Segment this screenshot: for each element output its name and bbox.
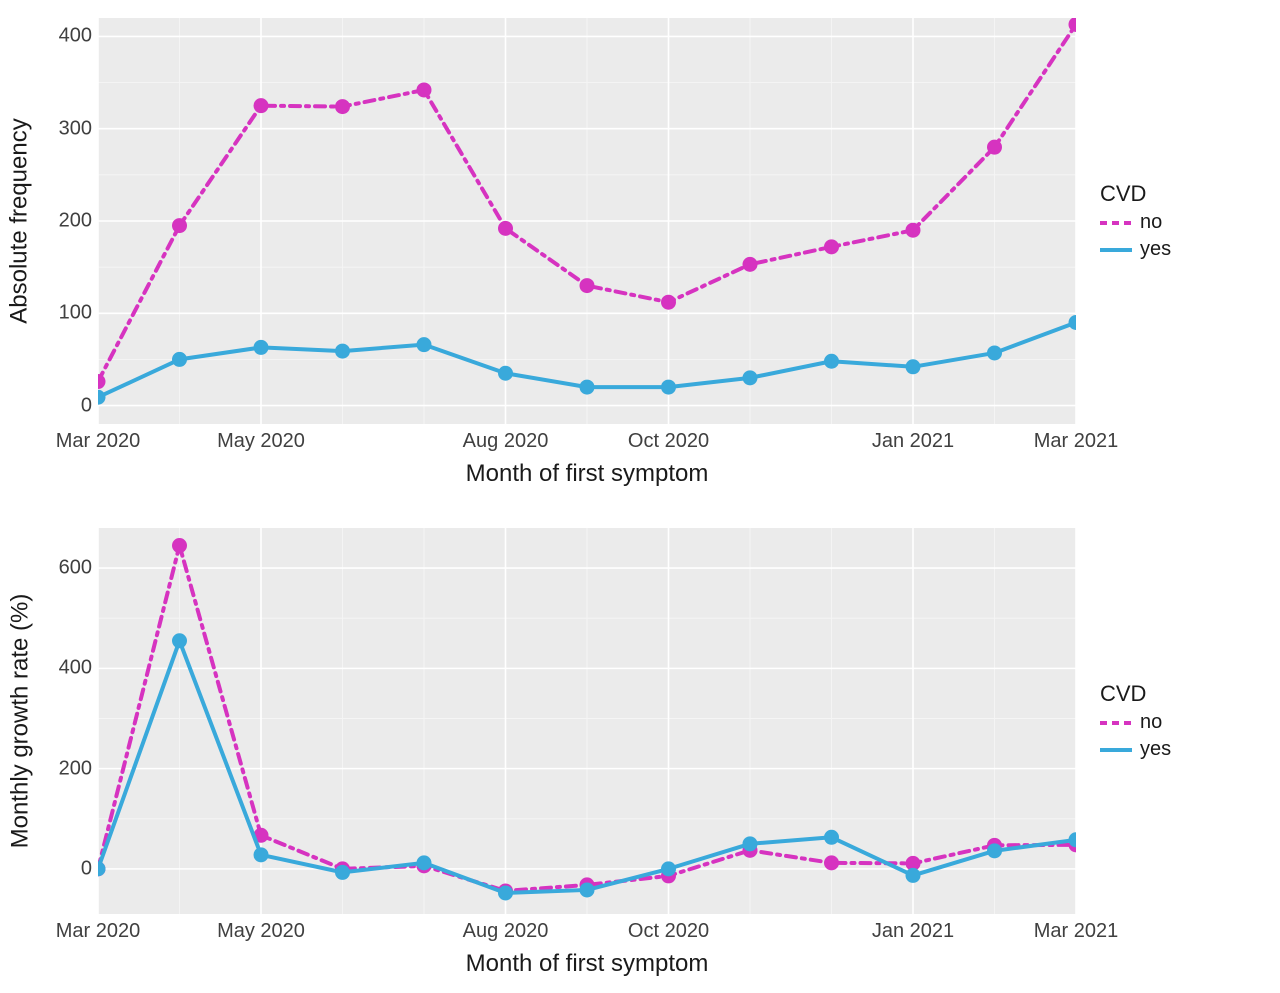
y-tick-label: 0 [81, 394, 92, 417]
figure: Absolute frequency0100200300400CVDnoyesM… [0, 0, 1280, 993]
y-tick-label: 400 [59, 657, 92, 680]
series-marker-yes [824, 830, 839, 845]
series-marker-no [987, 140, 1002, 155]
series-marker-no [254, 98, 269, 113]
plot-panel-bottom [98, 528, 1076, 914]
series-marker-yes [335, 344, 350, 359]
series-marker-yes [417, 337, 432, 352]
legend: CVD no yes [1100, 681, 1260, 761]
legend-swatch-yes [1100, 239, 1132, 261]
legend-item-no: no [1100, 211, 1260, 234]
legend-label: no [1140, 711, 1162, 734]
y-tick-label: 600 [59, 557, 92, 580]
x-tick-label: May 2020 [217, 920, 305, 943]
x-tick-label: Oct 2020 [628, 430, 709, 453]
series-marker-yes [987, 843, 1002, 858]
y-tick-label: 200 [59, 757, 92, 780]
x-tick-label: Jan 2021 [872, 920, 954, 943]
legend-swatch-no [1100, 712, 1132, 734]
x-axis-label: Month of first symptom [98, 460, 1076, 488]
series-marker-yes [417, 855, 432, 870]
y-axis-label: Absolute frequency [6, 118, 34, 323]
legend: CVD no yes [1100, 181, 1260, 261]
y-axis-label: Monthly growth rate (%) [6, 594, 34, 849]
y-tick-labels: 0 100 200 300 400 [40, 18, 98, 424]
series-marker-yes [580, 882, 595, 897]
series-marker-no [417, 82, 432, 97]
series-marker-yes [254, 340, 269, 355]
x-tick-label: Aug 2020 [463, 430, 549, 453]
x-tick-label: Jan 2021 [872, 430, 954, 453]
series-marker-no [1069, 18, 1077, 32]
series-marker-no [661, 295, 676, 310]
series-marker-yes [743, 836, 758, 851]
series-marker-no [335, 99, 350, 114]
legend-swatch-yes [1100, 739, 1132, 761]
legend-title: CVD [1100, 681, 1260, 707]
series-marker-no [172, 218, 187, 233]
legend-item-no: no [1100, 711, 1260, 734]
x-tick-label: Mar 2020 [56, 430, 141, 453]
series-marker-yes [172, 352, 187, 367]
legend-label: yes [1140, 238, 1171, 261]
series-marker-yes [98, 390, 106, 405]
legend-item-yes: yes [1100, 238, 1260, 261]
y-tick-label: 300 [59, 117, 92, 140]
legend-label: yes [1140, 738, 1171, 761]
series-marker-yes [987, 345, 1002, 360]
x-tick-label: Mar 2021 [1034, 430, 1119, 453]
series-marker-no [743, 257, 758, 272]
series-marker-yes [906, 868, 921, 883]
chart-row-bottom: Monthly growth rate (%) 0 200 400 600 CVD no ye… [0, 528, 1260, 914]
series-marker-no [906, 223, 921, 238]
x-tick-label: Aug 2020 [463, 920, 549, 943]
x-tick-label: Mar 2021 [1034, 920, 1119, 943]
series-marker-yes [824, 354, 839, 369]
series-marker-yes [580, 380, 595, 395]
series-marker-yes [661, 861, 676, 876]
x-tick-label: Oct 2020 [628, 920, 709, 943]
series-marker-no [824, 239, 839, 254]
series-marker-no [498, 221, 513, 236]
series-marker-yes [661, 380, 676, 395]
series-marker-no [172, 538, 187, 553]
series-marker-yes [1069, 315, 1077, 330]
series-marker-yes [906, 359, 921, 374]
series-marker-yes [498, 885, 513, 900]
y-tick-labels: 0 200 400 600 [40, 528, 98, 914]
series-marker-yes [172, 633, 187, 648]
series-marker-yes [335, 865, 350, 880]
series-marker-yes [254, 847, 269, 862]
plot-panel-top [98, 18, 1076, 424]
series-marker-no [580, 278, 595, 293]
chart-row-top: Absolute frequency 0 100 200 300 400 CVD no yes [0, 18, 1260, 424]
y-tick-label: 100 [59, 302, 92, 325]
x-tick-label: Mar 2020 [56, 920, 141, 943]
series-marker-yes [98, 861, 106, 876]
y-tick-label: 200 [59, 210, 92, 233]
legend-title: CVD [1100, 181, 1260, 207]
legend-label: no [1140, 211, 1162, 234]
y-tick-label: 0 [81, 857, 92, 880]
legend-item-yes: yes [1100, 738, 1260, 761]
series-marker-yes [498, 366, 513, 381]
x-tick-label: May 2020 [217, 430, 305, 453]
series-marker-no [824, 855, 839, 870]
series-marker-yes [743, 370, 758, 385]
series-marker-no [98, 374, 106, 389]
legend-swatch-no [1100, 212, 1132, 234]
y-tick-label: 400 [59, 25, 92, 48]
x-axis-label: Month of first symptom [98, 950, 1076, 978]
